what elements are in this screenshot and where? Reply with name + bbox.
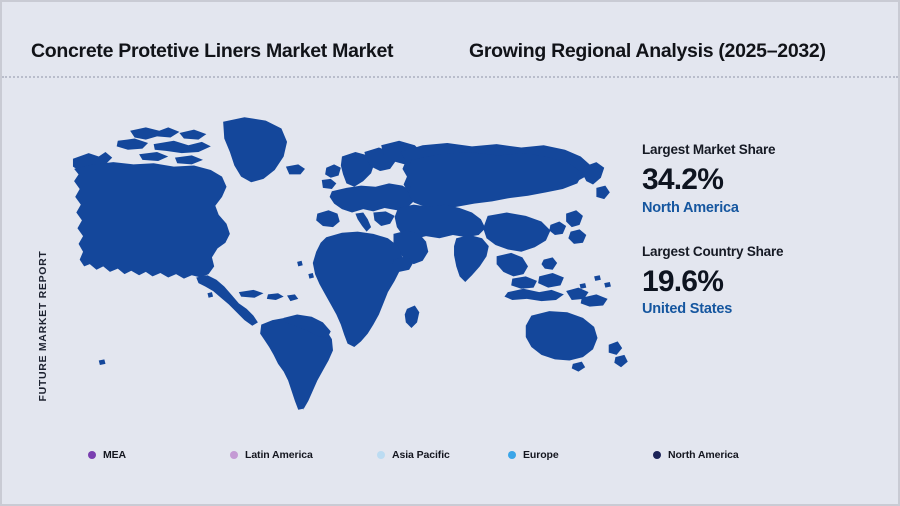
stats-panel: Largest Market Share 34.2% North America… bbox=[642, 142, 882, 345]
legend-label: Latin America bbox=[245, 449, 313, 461]
page-subtitle: Growing Regional Analysis (2025–2032) bbox=[469, 40, 826, 62]
stat-region: North America bbox=[642, 199, 739, 216]
legend-dot-icon bbox=[377, 451, 385, 459]
legend-item-latin-america[interactable]: Latin America bbox=[230, 449, 313, 461]
header: Concrete Protetive Liners Market Market … bbox=[2, 2, 898, 76]
header-divider bbox=[2, 76, 898, 78]
stat-region: United States bbox=[642, 301, 733, 317]
continents bbox=[72, 117, 628, 410]
stat-value: 34.2% bbox=[642, 163, 724, 196]
map-legend: MEA Latin America Asia Pacific Europe No… bbox=[88, 449, 788, 469]
stat-block-market-share: Largest Market Share 34.2% North America bbox=[642, 142, 882, 216]
stat-block-country-share: Largest Country Share 19.6% United State… bbox=[642, 244, 882, 318]
legend-item-asia-pacific[interactable]: Asia Pacific bbox=[377, 449, 450, 461]
stat-label: Largest Country Share bbox=[642, 243, 784, 259]
stat-label: Largest Market Share bbox=[642, 142, 776, 157]
legend-label: North America bbox=[668, 449, 739, 461]
legend-label: Asia Pacific bbox=[392, 449, 450, 461]
stat-value: 19.6% bbox=[642, 264, 724, 298]
legend-dot-icon bbox=[508, 451, 516, 459]
legend-item-europe[interactable]: Europe bbox=[508, 449, 559, 461]
legend-dot-icon bbox=[230, 451, 238, 459]
legend-label: Europe bbox=[523, 449, 559, 461]
legend-item-north-america[interactable]: North America bbox=[653, 449, 739, 461]
legend-label: MEA bbox=[103, 449, 127, 461]
legend-dot-icon bbox=[653, 451, 661, 459]
watermark-label: FUTURE MARKET REPORT bbox=[37, 250, 49, 402]
world-map bbox=[64, 98, 630, 410]
legend-item-mea[interactable]: MEA bbox=[88, 449, 126, 461]
legend-dot-icon bbox=[88, 451, 96, 459]
page-title: Concrete Protetive Liners Market Market bbox=[31, 40, 394, 62]
world-map-svg bbox=[72, 117, 628, 410]
